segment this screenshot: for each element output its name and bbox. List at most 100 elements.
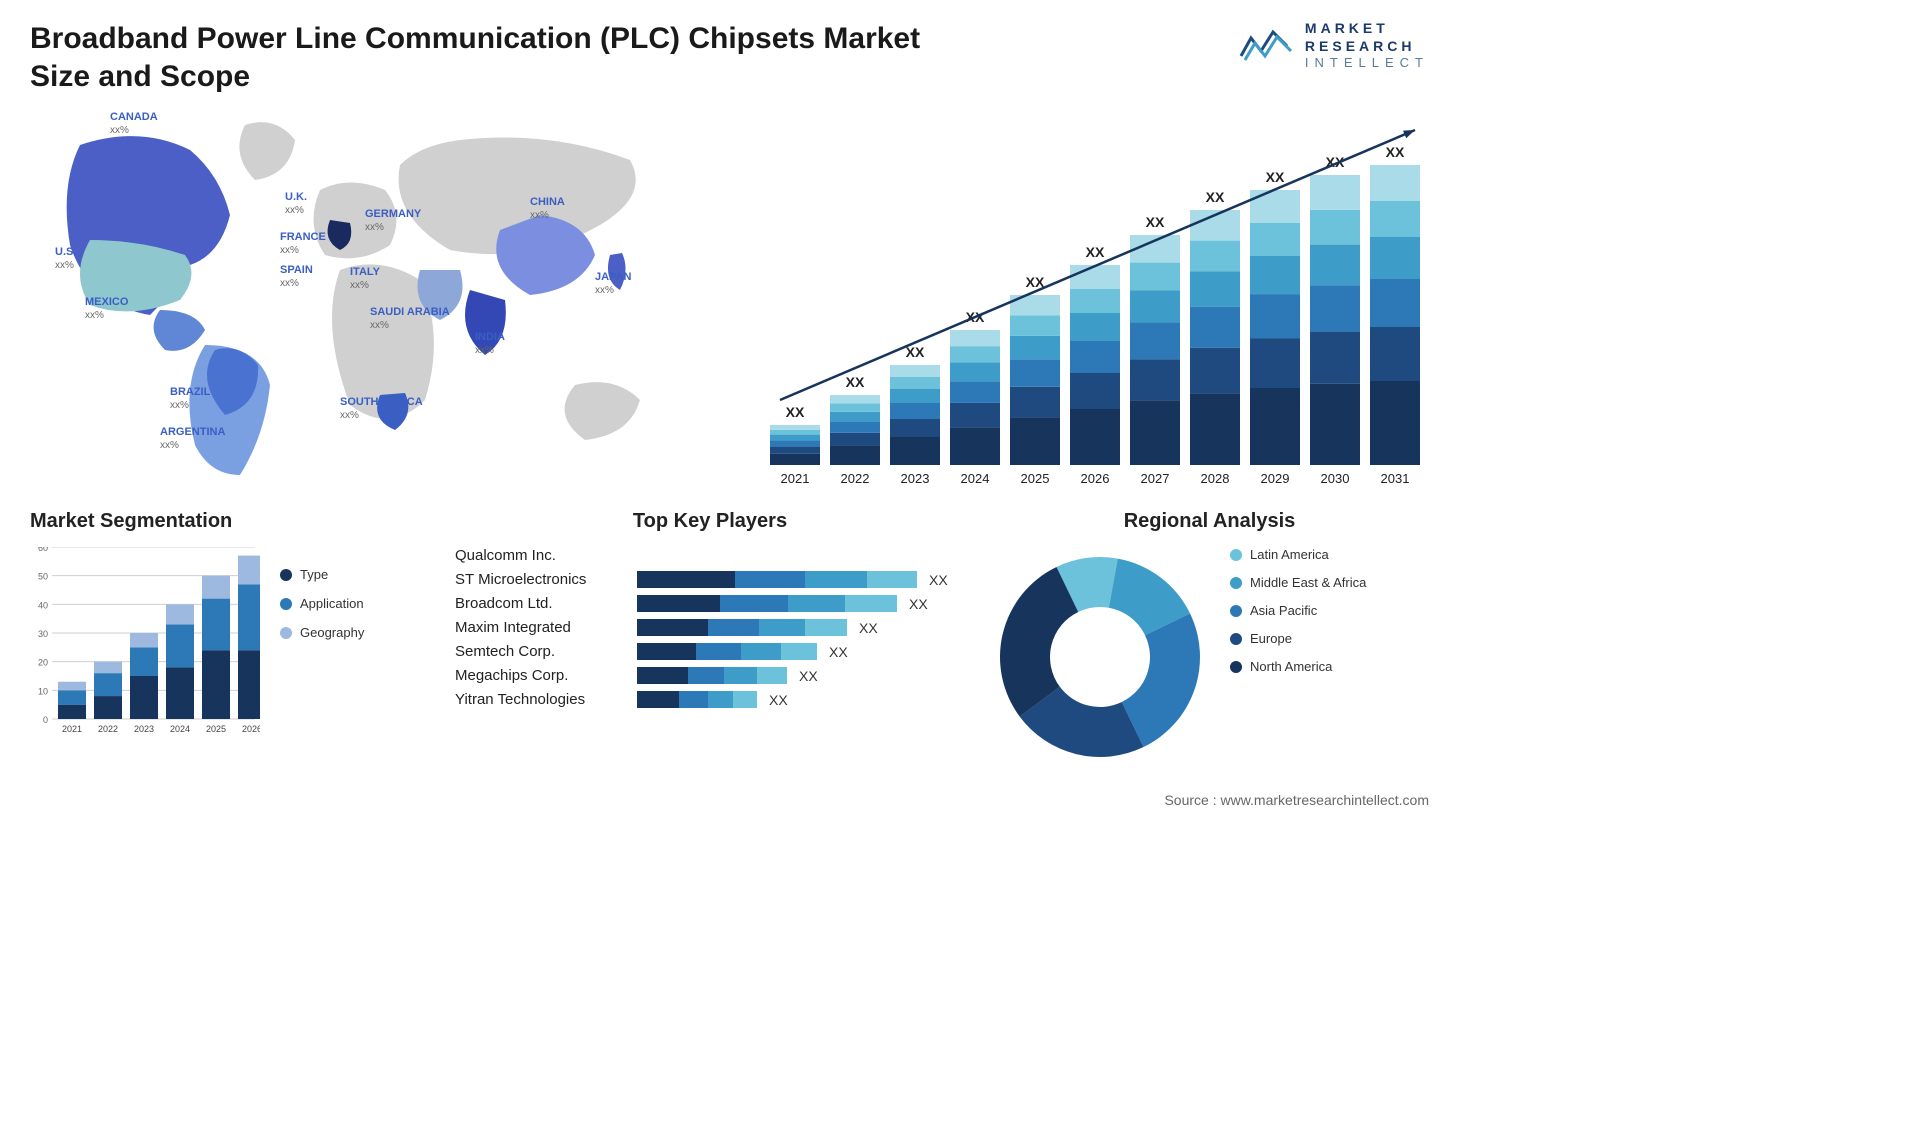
seg-bar — [166, 604, 194, 624]
map-label: ITALY — [350, 266, 381, 278]
player-bar-seg — [805, 619, 847, 636]
logo-line3: INTELLECT — [1305, 55, 1429, 71]
player-value: XX — [929, 572, 948, 588]
legend-item: Type — [280, 567, 364, 582]
growth-bar-label: XX — [846, 374, 865, 390]
player-value: XX — [859, 620, 878, 636]
legend-dot — [280, 598, 292, 610]
players-list: Qualcomm Inc. ST MicroelectronicsXX Broadc… — [455, 547, 965, 708]
world-map: CANADAxx%U.S.xx%MEXICOxx%BRAZILxx%ARGENT… — [30, 105, 720, 485]
map-svg: CANADAxx%U.S.xx%MEXICOxx%BRAZILxx%ARGENT… — [30, 105, 720, 485]
map-label-pct: xx% — [350, 280, 369, 291]
map-label-pct: xx% — [370, 320, 389, 331]
player-name: Megachips Corp. — [455, 667, 625, 684]
growth-arrowhead — [1403, 130, 1415, 138]
growth-bar-seg — [1130, 263, 1180, 291]
player-bar-seg — [724, 667, 757, 684]
growth-bar-seg — [1070, 265, 1120, 289]
growth-year-label: 2023 — [901, 471, 930, 486]
seg-bar — [238, 556, 260, 585]
logo-icon — [1239, 26, 1295, 66]
growth-year-label: 2025 — [1021, 471, 1050, 486]
legend-label: Asia Pacific — [1250, 603, 1317, 618]
seg-ytick: 30 — [38, 629, 48, 639]
map-label-pct: xx% — [55, 260, 74, 271]
seg-bar — [166, 667, 194, 719]
player-bar-seg — [788, 595, 845, 612]
legend-item: Middle East & Africa — [1230, 575, 1366, 590]
player-bar-seg — [867, 571, 917, 588]
seg-bar — [58, 705, 86, 719]
growth-bar-seg — [890, 377, 940, 389]
growth-year-label: 2029 — [1261, 471, 1290, 486]
player-bar-seg — [757, 667, 787, 684]
growth-bar-seg — [890, 437, 940, 465]
player-bar — [637, 571, 917, 588]
map-label: BRAZIL — [170, 386, 211, 398]
player-name: Qualcomm Inc. — [455, 547, 625, 564]
growth-bar-label: XX — [786, 404, 805, 420]
seg-bar — [238, 650, 260, 719]
regional-legend: Latin AmericaMiddle East & AfricaAsia Pa… — [1230, 547, 1366, 674]
growth-bar-seg — [770, 454, 820, 465]
legend-item: North America — [1230, 659, 1366, 674]
growth-bar-seg — [950, 330, 1000, 346]
growth-bar-seg — [890, 403, 940, 419]
seg-ytick: 60 — [38, 547, 48, 553]
growth-bar-seg — [1070, 341, 1120, 373]
seg-bar — [130, 676, 158, 719]
growth-bar-seg — [1250, 190, 1300, 223]
legend-label: North America — [1250, 659, 1332, 674]
player-bar-seg — [759, 619, 805, 636]
player-bar-seg — [781, 643, 817, 660]
growth-bar-seg — [1070, 373, 1120, 409]
player-row: ST MicroelectronicsXX — [455, 571, 965, 588]
map-label-pct: xx% — [475, 345, 494, 356]
regional-body: Latin AmericaMiddle East & AfricaAsia Pa… — [990, 547, 1429, 767]
player-bar-seg — [637, 619, 708, 636]
growth-bar-seg — [830, 395, 880, 403]
growth-bar-seg — [770, 447, 820, 454]
player-name: Broadcom Ltd. — [455, 595, 625, 612]
growth-bar-seg — [770, 425, 820, 430]
growth-bar-seg — [1250, 388, 1300, 465]
player-bar-seg — [720, 595, 788, 612]
source-text: Source : www.marketresearchintellect.com — [1164, 792, 1429, 808]
legend-label: Middle East & Africa — [1250, 575, 1366, 590]
map-label-pct: xx% — [340, 410, 359, 421]
growth-year-label: 2024 — [961, 471, 990, 486]
legend-dot — [1230, 605, 1242, 617]
growth-bar-seg — [1010, 336, 1060, 360]
growth-bar-label: XX — [1206, 189, 1225, 205]
map-label-pct: xx% — [160, 440, 179, 451]
legend-item: Europe — [1230, 631, 1366, 646]
growth-bar-seg — [1190, 348, 1240, 394]
map-label: U.S. — [55, 246, 76, 258]
map-label-pct: xx% — [280, 245, 299, 256]
seg-bar — [130, 647, 158, 676]
legend-dot — [1230, 549, 1242, 561]
growth-bar-seg — [1310, 175, 1360, 210]
growth-bar-seg — [830, 412, 880, 422]
segmentation-legend: TypeApplicationGeography — [280, 547, 364, 757]
player-name: Semtech Corp. — [455, 643, 625, 660]
player-row: Yitran TechnologiesXX — [455, 691, 965, 708]
growth-bar-seg — [1310, 245, 1360, 286]
player-name: Yitran Technologies — [455, 691, 625, 708]
legend-label: Application — [300, 596, 364, 611]
top-row: CANADAxx%U.S.xx%MEXICOxx%BRAZILxx%ARGENT… — [30, 105, 1429, 485]
legend-item: Asia Pacific — [1230, 603, 1366, 618]
growth-bar-label: XX — [1146, 214, 1165, 230]
growth-bar-seg — [770, 435, 820, 441]
legend-dot — [1230, 633, 1242, 645]
player-row: Semtech Corp. XX — [455, 643, 965, 660]
seg-bar — [202, 599, 230, 651]
donut-svg — [990, 547, 1210, 767]
logo-text: MARKET RESEARCH INTELLECT — [1305, 20, 1429, 71]
player-bar-seg — [637, 691, 679, 708]
segmentation-panel: Market Segmentation 01020304050602021202… — [30, 510, 430, 767]
player-value: XX — [829, 644, 848, 660]
player-row: Qualcomm Inc. — [455, 547, 965, 564]
player-bar — [637, 619, 847, 636]
growth-bar-label: XX — [1086, 244, 1105, 260]
